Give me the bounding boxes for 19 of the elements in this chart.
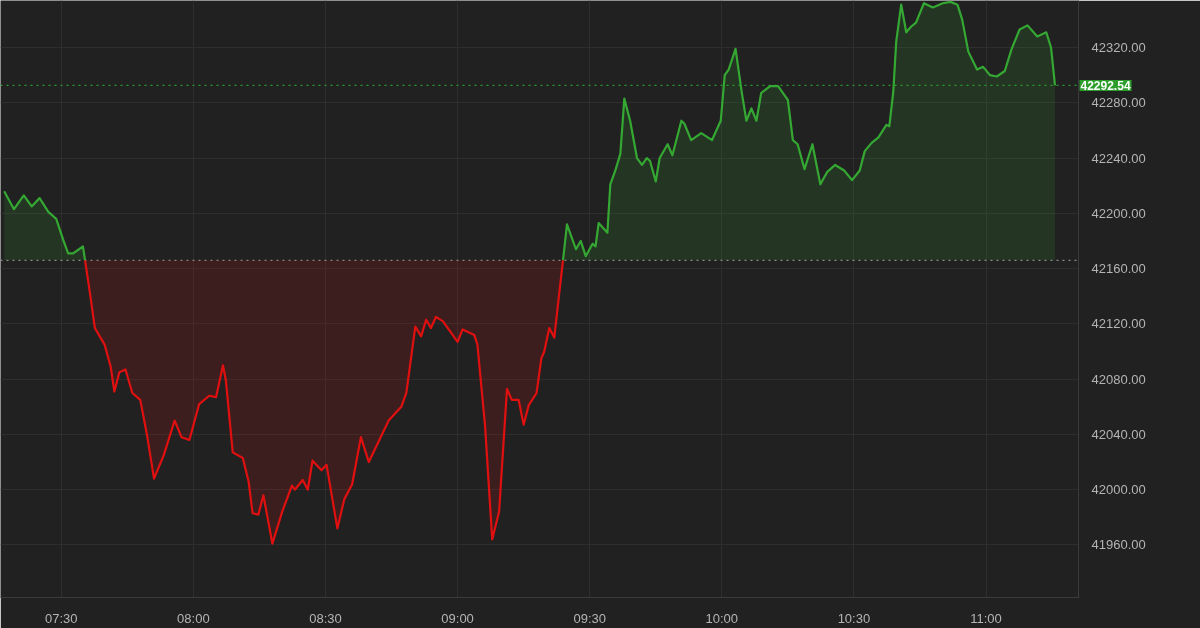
x-tick-label: 11:00: [970, 610, 1002, 626]
ref-line-label: 42292.54: [1080, 78, 1131, 93]
x-tick-label: 09:30: [573, 610, 606, 626]
x-tick-label: 10:30: [837, 610, 871, 626]
x-tick-label: 08:00: [177, 610, 210, 626]
x-tick-label: 09:00: [441, 610, 474, 626]
y-tick-label: 41960.00: [1091, 537, 1146, 553]
y-tick-label: 42280.00: [1091, 95, 1146, 111]
x-tick-label: 10:00: [705, 610, 739, 626]
y-tick-label: 42040.00: [1091, 426, 1146, 442]
y-tick-label: 42080.00: [1091, 371, 1146, 387]
y-tick-label: 42120.00: [1091, 316, 1146, 332]
x-tick-label: 07:30: [45, 610, 78, 626]
y-tick-label: 42200.00: [1091, 205, 1146, 221]
y-tick-label: 42000.00: [1091, 482, 1146, 498]
y-tick-label: 42160.00: [1091, 261, 1146, 277]
y-tick-label: 42320.00: [1091, 39, 1146, 55]
x-tick-label: 08:30: [309, 610, 342, 626]
y-tick-label: 42240.00: [1091, 150, 1146, 166]
